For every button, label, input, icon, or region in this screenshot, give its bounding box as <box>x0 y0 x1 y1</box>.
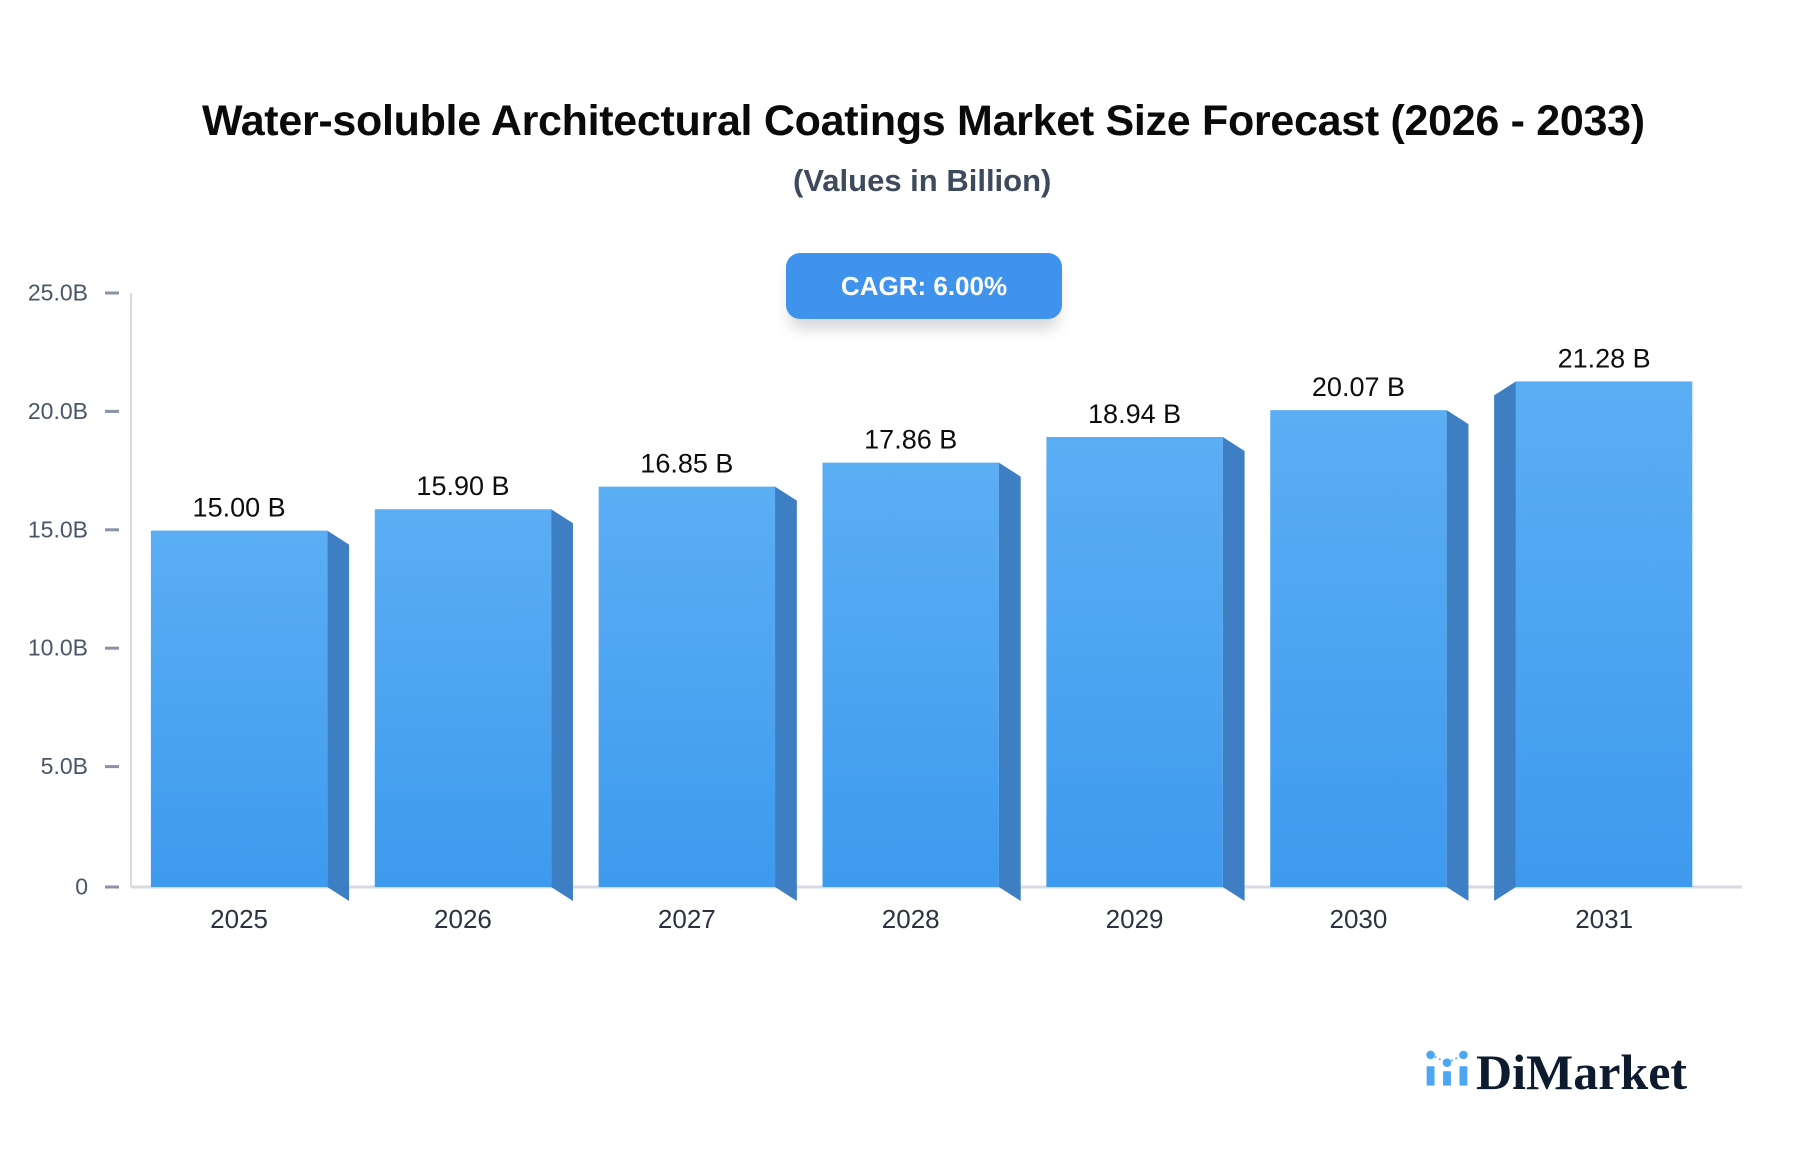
svg-text:2027: 2027 <box>658 904 716 934</box>
svg-text:10.0B: 10.0B <box>28 635 88 661</box>
svg-text:20.0B: 20.0B <box>28 398 88 424</box>
svg-text:2025: 2025 <box>210 904 268 934</box>
svg-text:15.90 B: 15.90 B <box>416 471 509 501</box>
svg-text:15.00 B: 15.00 B <box>193 493 286 523</box>
svg-text:0: 0 <box>75 874 88 900</box>
svg-text:2028: 2028 <box>882 904 940 934</box>
svg-text:16.85 B: 16.85 B <box>640 449 733 479</box>
svg-text:18.94 B: 18.94 B <box>1088 399 1181 429</box>
svg-text:15.0B: 15.0B <box>28 516 88 542</box>
svg-text:5.0B: 5.0B <box>41 753 88 779</box>
svg-text:2029: 2029 <box>1106 904 1164 934</box>
svg-text:20.07 B: 20.07 B <box>1312 372 1405 402</box>
svg-text:25.0B: 25.0B <box>28 280 88 306</box>
svg-text:21.28 B: 21.28 B <box>1558 343 1651 373</box>
svg-text:2030: 2030 <box>1330 904 1388 934</box>
svg-text:2031: 2031 <box>1575 904 1633 934</box>
svg-text:2026: 2026 <box>434 904 492 934</box>
svg-text:17.86 B: 17.86 B <box>864 425 957 455</box>
